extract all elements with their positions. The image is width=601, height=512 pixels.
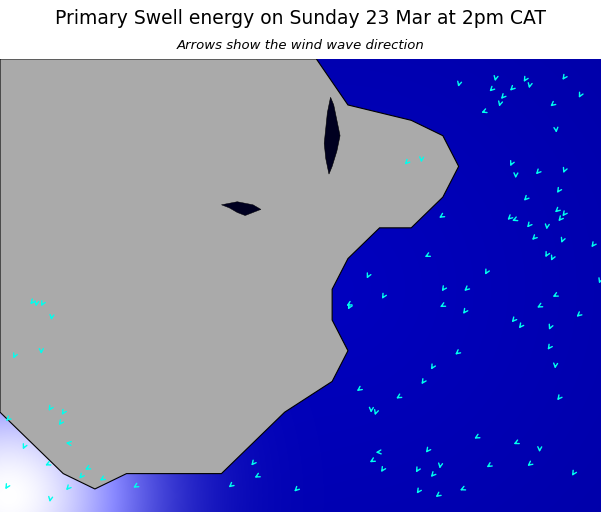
Text: Primary Swell energy on Sunday 23 Mar at 2pm CAT: Primary Swell energy on Sunday 23 Mar at… bbox=[55, 9, 546, 28]
Polygon shape bbox=[221, 202, 261, 216]
Polygon shape bbox=[0, 59, 459, 489]
Text: Arrows show the wind wave direction: Arrows show the wind wave direction bbox=[177, 39, 424, 52]
Polygon shape bbox=[324, 97, 340, 174]
